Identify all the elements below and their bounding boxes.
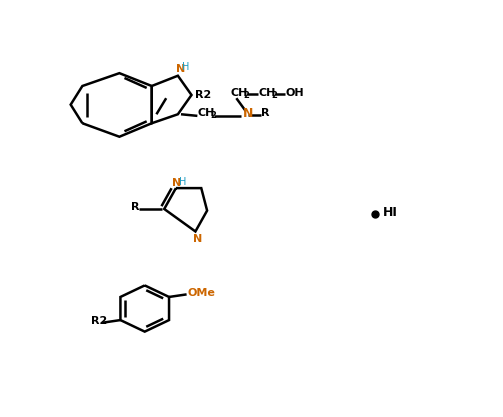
Text: R: R (261, 108, 270, 118)
Text: R: R (131, 202, 140, 212)
Text: CH: CH (197, 108, 215, 118)
Text: OH: OH (286, 88, 304, 98)
Text: H: H (179, 177, 186, 187)
Text: 2: 2 (244, 91, 249, 100)
Text: N: N (172, 178, 181, 188)
Text: 2: 2 (211, 111, 216, 121)
Text: R2: R2 (195, 90, 211, 100)
Text: N: N (243, 107, 254, 120)
Text: OMe: OMe (187, 288, 215, 298)
Text: HI: HI (383, 206, 398, 219)
Text: N: N (176, 64, 185, 74)
Text: CH: CH (259, 88, 276, 98)
Text: 2: 2 (272, 91, 278, 100)
Text: R2: R2 (91, 316, 108, 326)
Text: CH: CH (230, 88, 248, 98)
Text: N: N (194, 234, 203, 244)
Text: H: H (182, 63, 190, 73)
